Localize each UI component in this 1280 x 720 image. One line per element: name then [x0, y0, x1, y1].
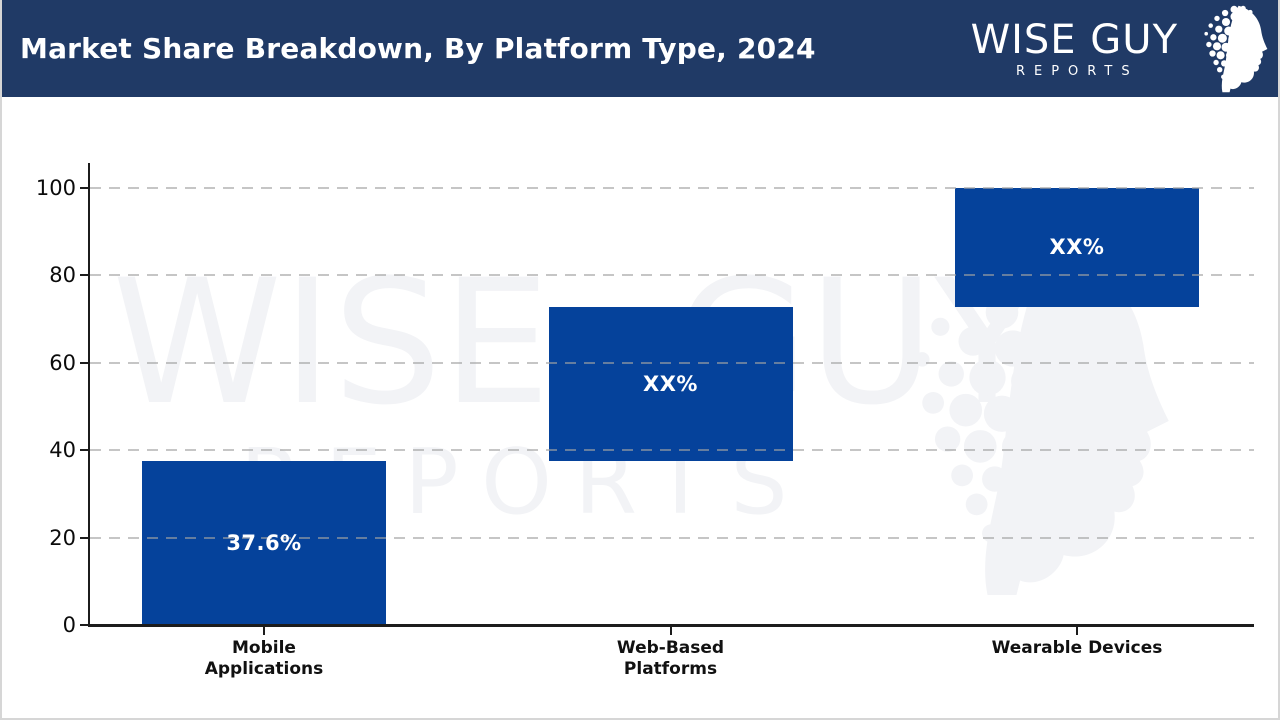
y-axis-tick — [80, 186, 88, 189]
y-axis-tick — [80, 274, 88, 276]
logo-wordmark: WISE GUY — [970, 17, 1178, 63]
y-axis-tick — [80, 449, 88, 451]
bar-value-label: 37.6% — [226, 530, 302, 555]
gridline — [90, 186, 1254, 189]
wiseguy-logo: WISE GUY REPORTS — [971, 2, 1272, 95]
gridline — [90, 361, 1254, 364]
x-category-label: Web-Based Platforms — [616, 638, 725, 679]
y-axis-tick — [80, 361, 88, 364]
y-axis-tick-label: 80 — [49, 263, 76, 287]
y-axis-tick-label: 0 — [62, 613, 76, 637]
bar-segment — [548, 306, 793, 461]
gridline — [90, 449, 1254, 451]
header-bar: Market Share Breakdown, By Platform Type… — [0, 0, 1280, 97]
logo-subtext: REPORTS — [1015, 64, 1139, 79]
logo-text: WISE GUY REPORTS — [971, 18, 1178, 79]
y-axis-tick — [80, 536, 88, 539]
wiseguy-head-icon — [1204, 5, 1268, 92]
y-axis-tick-label: 20 — [49, 525, 76, 550]
y-axis-tick-label: 40 — [49, 438, 76, 462]
y-axis-tick-label: 60 — [49, 350, 76, 375]
gridline — [90, 536, 1254, 539]
bar-segment — [142, 460, 386, 625]
gridline — [90, 274, 1254, 276]
x-axis-tick — [669, 627, 672, 635]
x-category-label: Mobile Applications — [204, 638, 324, 679]
y-axis-line — [88, 163, 90, 625]
bar-value-label: XX% — [1049, 235, 1105, 260]
bar-value-label: XX% — [643, 371, 698, 396]
x-axis-tick — [1076, 627, 1078, 635]
y-axis-tick-label: 100 — [35, 175, 76, 200]
x-axis-tick — [263, 627, 265, 635]
page-title: Market Share Breakdown, By Platform Type… — [20, 32, 816, 65]
x-axis-line — [88, 624, 1254, 627]
x-category-label: Wearable Devices — [991, 638, 1163, 658]
y-axis-tick — [80, 624, 88, 626]
